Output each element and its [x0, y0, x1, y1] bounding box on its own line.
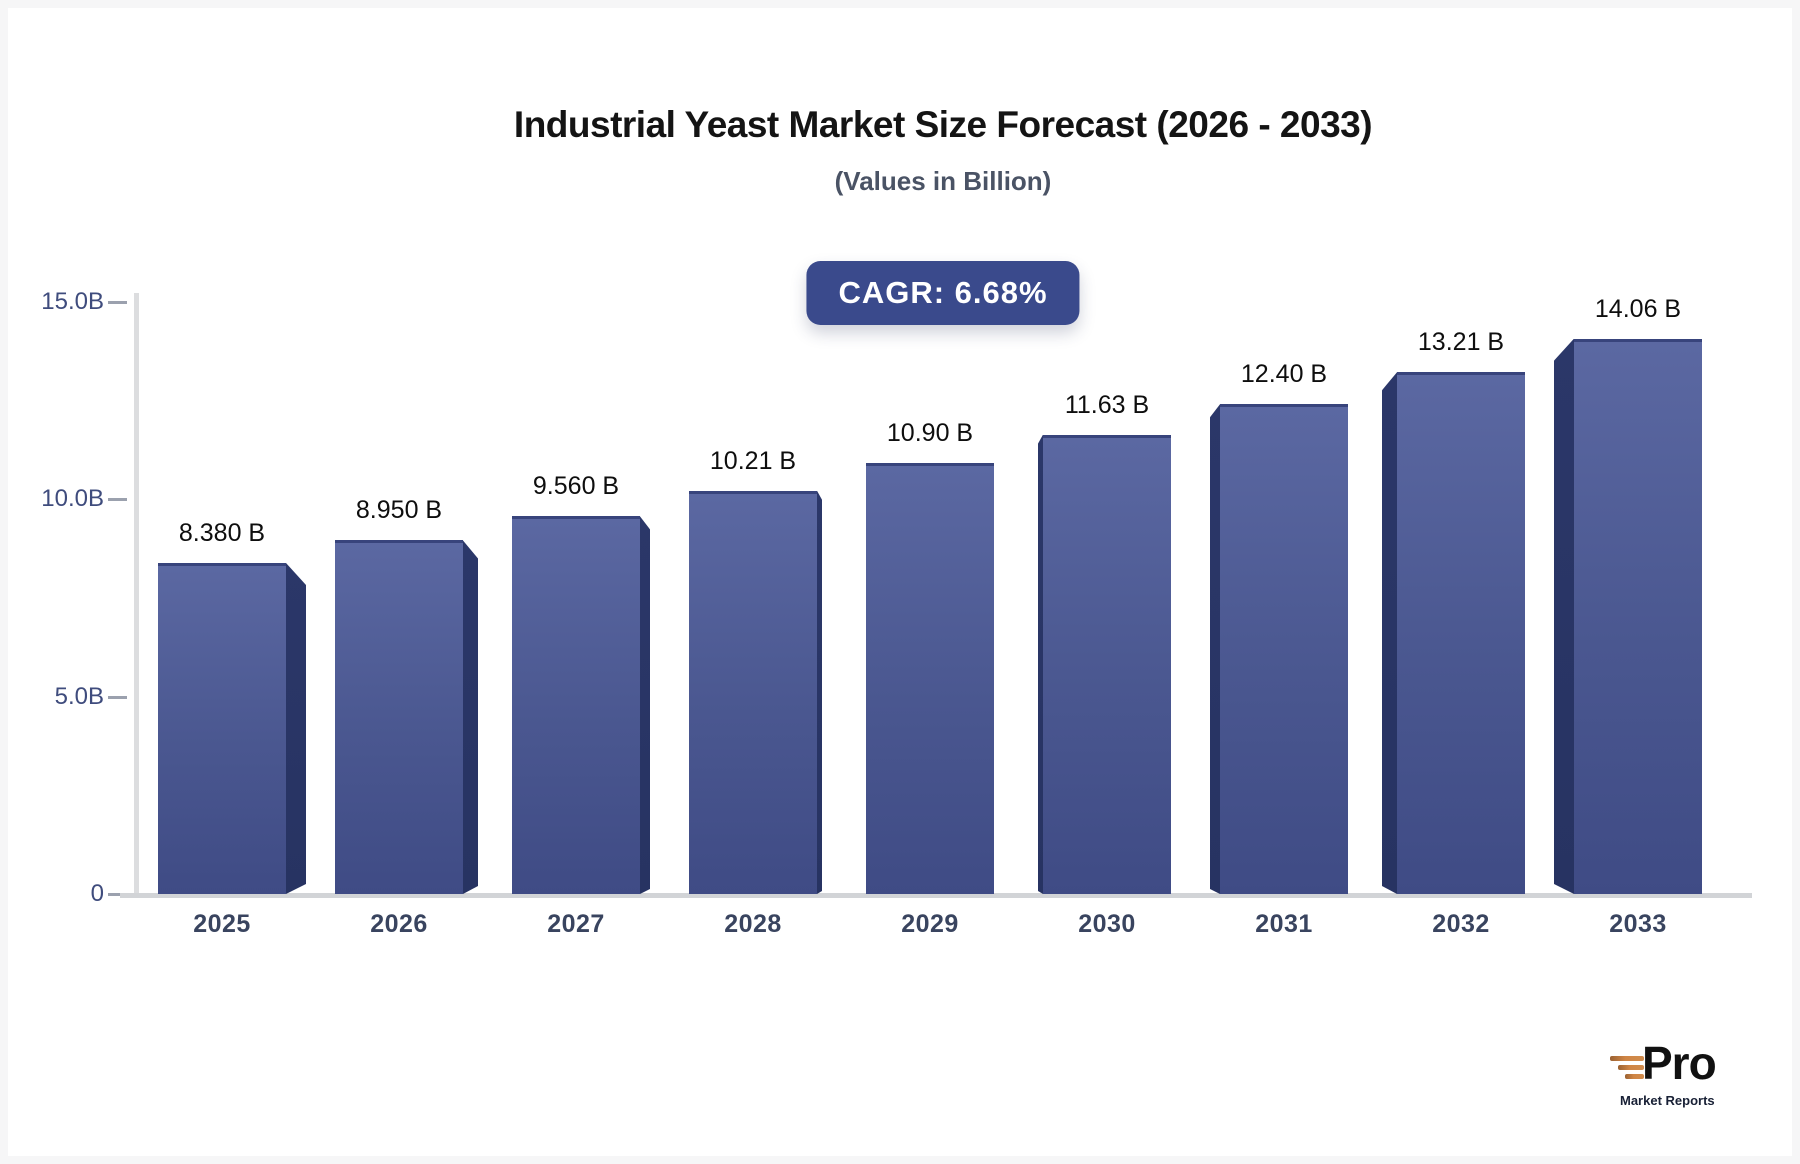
bar-2030: [1043, 435, 1171, 894]
bar-3d-side-face: [640, 516, 650, 894]
y-tick-mark: [108, 696, 127, 699]
bar-value-label: 9.560 B: [466, 472, 686, 501]
bar-3d-side-face: [286, 563, 306, 894]
chart-card: Industrial Yeast Market Size Forecast (2…: [8, 8, 1792, 1156]
bar-2027: [512, 516, 640, 894]
bar-2028: [689, 491, 817, 894]
logo-bar-icon: [1618, 1065, 1644, 1070]
bar-value-label: 11.63 B: [997, 391, 1217, 420]
x-axis-label-2026: 2026: [309, 910, 489, 939]
y-tick-label: 15.0B: [8, 290, 104, 314]
bar-3d-side-face: [817, 491, 822, 894]
bar-2029: [866, 463, 994, 894]
x-axis-label-2033: 2033: [1548, 910, 1728, 939]
y-tick-label: 0: [8, 882, 104, 906]
bar-3d-side-face: [463, 540, 478, 894]
bar-value-label: 14.06 B: [1528, 295, 1748, 324]
x-axis-label-2032: 2032: [1371, 910, 1551, 939]
bar-2033: [1574, 339, 1702, 894]
x-axis-label-2031: 2031: [1194, 910, 1374, 939]
bar-2031: [1220, 404, 1348, 894]
logo-tagline: Market Reports: [1620, 1093, 1740, 1108]
y-tick-label: 5.0B: [8, 685, 104, 709]
bar-value-label: 13.21 B: [1351, 328, 1571, 357]
logo-bar-icon: [1610, 1056, 1644, 1061]
x-axis-label-2029: 2029: [840, 910, 1020, 939]
bar-3d-side-face: [1210, 404, 1220, 894]
logo-name: Pro: [1642, 1036, 1716, 1090]
logo-speed-bars-icon: [1606, 1056, 1644, 1083]
bar-value-label: 12.40 B: [1174, 360, 1394, 389]
bar-3d-side-face: [1554, 339, 1574, 894]
x-axis-label-2025: 2025: [132, 910, 312, 939]
bar-2025: [158, 563, 286, 894]
bar-value-label: 10.21 B: [643, 447, 863, 476]
bar-3d-side-face: [1382, 372, 1397, 894]
bar-value-label: 10.90 B: [820, 419, 1040, 448]
y-tick-mark: [108, 498, 127, 501]
bar-2026: [335, 540, 463, 894]
y-tick-label: 10.0B: [8, 487, 104, 511]
bar-2032: [1397, 372, 1525, 894]
y-axis-line: [134, 293, 139, 898]
x-axis-label-2028: 2028: [663, 910, 843, 939]
x-axis-label-2027: 2027: [486, 910, 666, 939]
x-axis-label-2030: 2030: [1017, 910, 1197, 939]
y-tick-mark: [108, 301, 127, 304]
